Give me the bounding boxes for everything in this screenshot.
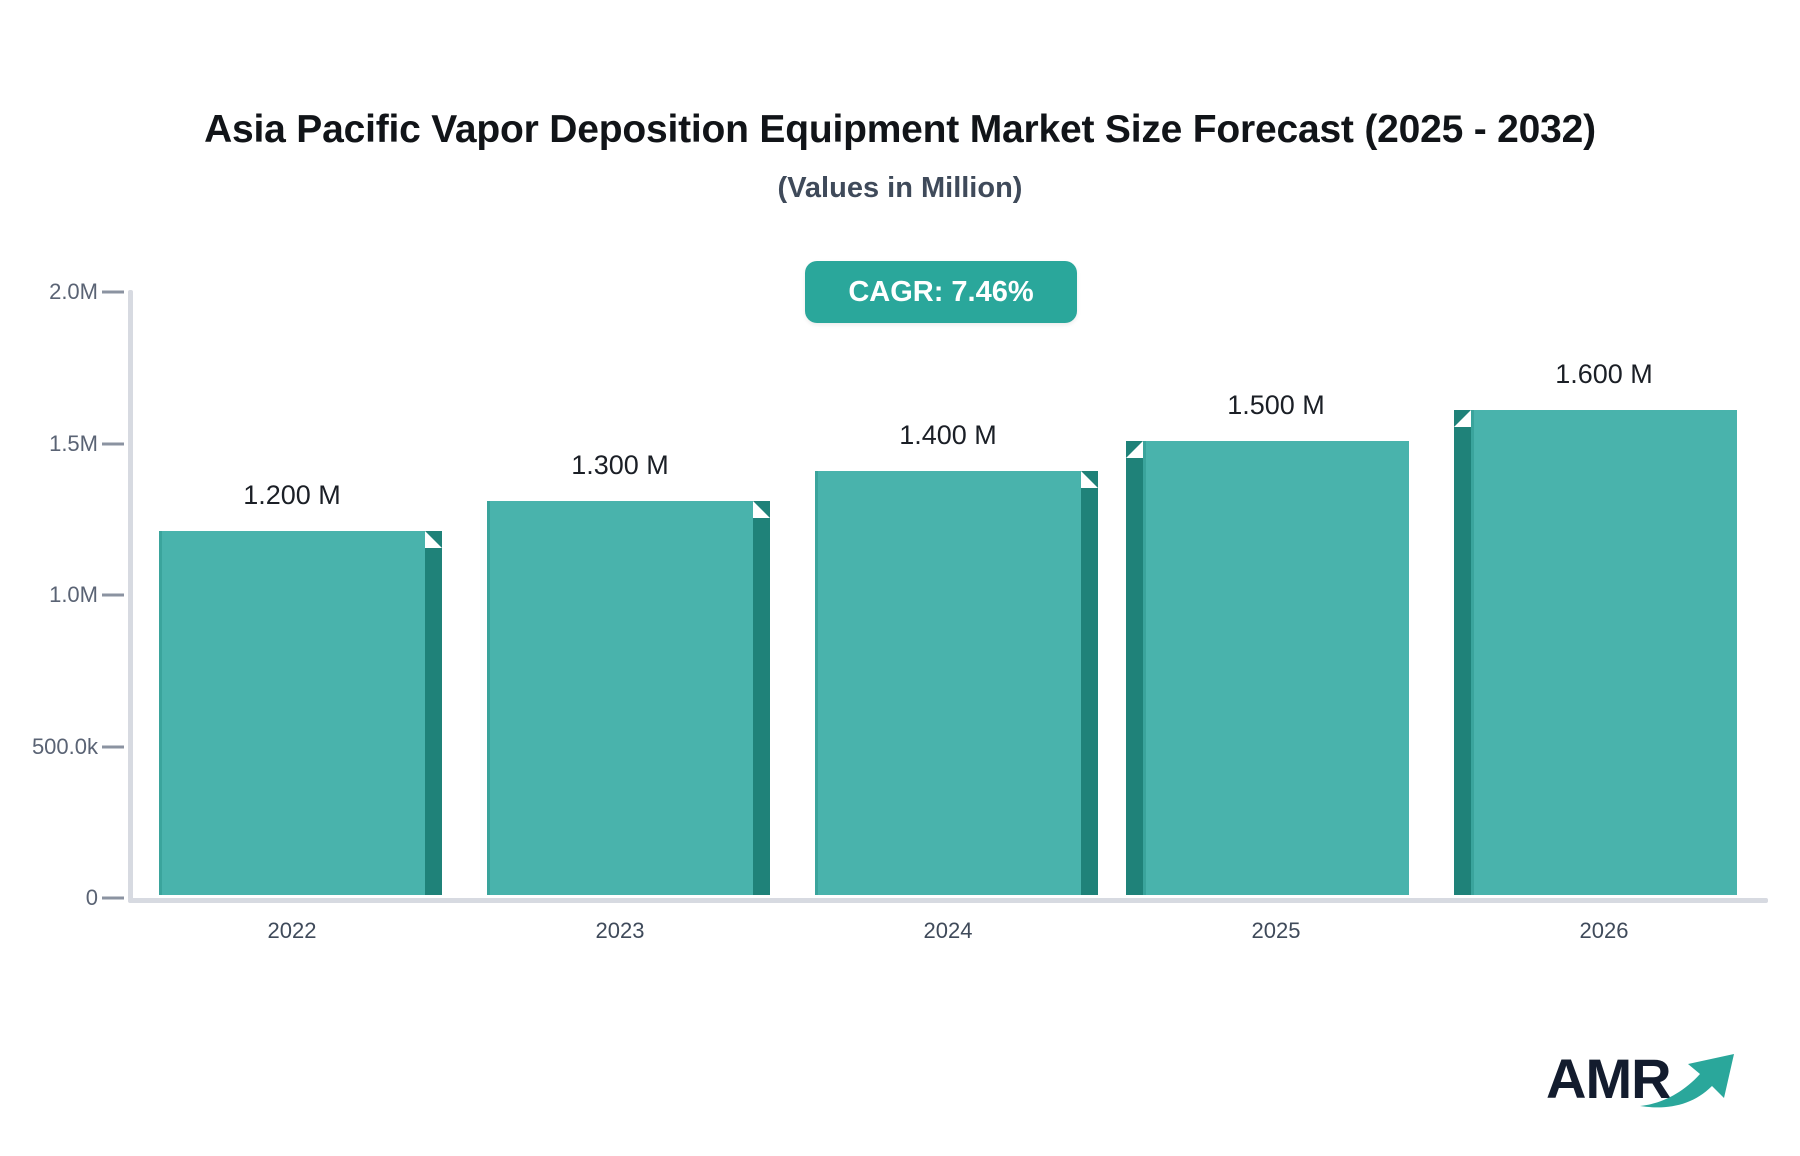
x-tick-label-2024: 2024 <box>923 918 973 943</box>
bar-left-edge <box>487 501 490 895</box>
y-tick-mark <box>102 593 124 597</box>
bar-left-edge <box>1143 440 1146 895</box>
x-tick-label-2022: 2022 <box>267 918 317 943</box>
bar-front-face <box>815 470 1081 895</box>
chart-title: Asia Pacific Vapor Deposition Equipment … <box>204 108 1596 151</box>
x-axis-line <box>128 898 1768 903</box>
bar-2025[interactable]: 1.500 M <box>1126 390 1409 895</box>
bar-side-face <box>425 548 442 895</box>
bar-2026[interactable]: 1.600 M <box>1454 359 1737 895</box>
bar-2024[interactable]: 1.400 M <box>815 420 1098 895</box>
y-tick-label: 1.0M <box>49 582 98 607</box>
bar-2022[interactable]: 1.200 M <box>159 480 442 895</box>
bar-value-label: 1.200 M <box>243 480 341 511</box>
bar-top-bevel <box>1081 470 1098 488</box>
y-tick-mark <box>102 745 124 748</box>
bar-front-face <box>1143 440 1409 895</box>
bar-front-face <box>159 531 425 895</box>
y-tick-mark <box>102 442 124 445</box>
bar-front-face <box>1471 410 1737 895</box>
bar-value-label: 1.500 M <box>1227 389 1325 420</box>
bar-left-edge <box>1471 410 1474 895</box>
amr-logo: AMR <box>1546 1040 1736 1118</box>
bar-side-face <box>1081 487 1098 895</box>
y-tick-label: 500.0k <box>31 733 98 759</box>
bar-left-edge <box>159 531 162 895</box>
bar-front-face <box>487 501 753 895</box>
bar-top-bevel <box>425 531 442 549</box>
logo-text: AMR <box>1546 1047 1672 1110</box>
bar-2023[interactable]: 1.300 M <box>487 450 770 895</box>
y-tick-mark <box>102 290 124 294</box>
y-tick-label: 1.5M <box>49 430 98 456</box>
bar-side-face <box>753 518 770 895</box>
y-tick-mark <box>102 896 124 900</box>
bar-top-bevel <box>1454 410 1471 428</box>
bar-left-edge <box>815 470 818 895</box>
y-tick-label: 2.0M <box>49 279 98 304</box>
x-tick-label-2025: 2025 <box>1251 918 1301 943</box>
bar-value-label: 1.400 M <box>899 419 997 450</box>
bar-top-bevel <box>1126 440 1143 458</box>
bar-value-label: 1.600 M <box>1555 359 1653 390</box>
x-tick-label-2026: 2026 <box>1579 918 1629 943</box>
bar-value-label: 1.300 M <box>571 450 669 481</box>
x-tick-label-2023: 2023 <box>595 918 645 943</box>
y-tick-label: 0 <box>85 885 98 910</box>
bar-side-face <box>1454 427 1471 895</box>
y-axis-line <box>128 290 133 900</box>
bar-top-bevel <box>753 501 770 519</box>
chart-subtitle: (Values in Million) <box>777 172 1023 204</box>
growth-arrow-icon <box>1640 1054 1734 1108</box>
bar-side-face <box>1126 457 1143 895</box>
cagr-badge: CAGR: 7.46% <box>805 261 1077 323</box>
plot-area: 0 500.0k 1.0M 1.5M 2.0M 1.200 M 1.300 M 1.400 … <box>32 279 1768 910</box>
